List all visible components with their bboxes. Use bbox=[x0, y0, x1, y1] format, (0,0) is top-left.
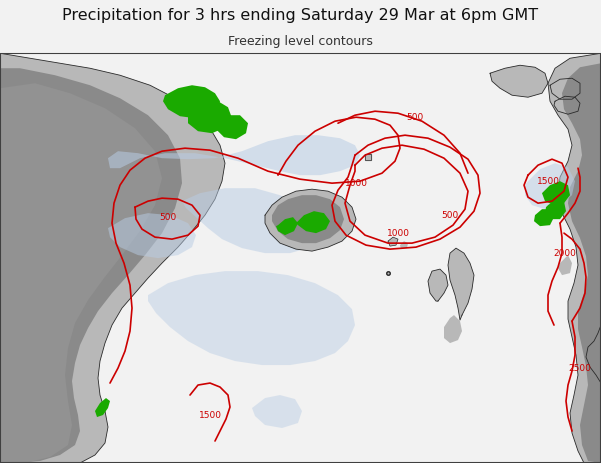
Polygon shape bbox=[265, 189, 356, 251]
Polygon shape bbox=[108, 135, 360, 175]
Text: 2000: 2000 bbox=[554, 249, 576, 257]
Polygon shape bbox=[545, 199, 566, 219]
Polygon shape bbox=[400, 241, 408, 249]
Polygon shape bbox=[448, 248, 474, 320]
Text: 1000: 1000 bbox=[344, 179, 367, 188]
Text: Precipitation for 3 hrs ending Saturday 29 Mar at 6pm GMT: Precipitation for 3 hrs ending Saturday … bbox=[63, 8, 538, 24]
Text: 2500: 2500 bbox=[569, 363, 591, 373]
Polygon shape bbox=[562, 63, 601, 463]
Polygon shape bbox=[216, 115, 248, 139]
Polygon shape bbox=[428, 269, 448, 301]
Polygon shape bbox=[276, 217, 298, 235]
Polygon shape bbox=[182, 188, 320, 253]
Polygon shape bbox=[0, 68, 182, 463]
Polygon shape bbox=[542, 181, 570, 205]
Polygon shape bbox=[188, 101, 232, 133]
Polygon shape bbox=[272, 195, 344, 243]
Text: 1500: 1500 bbox=[198, 411, 222, 419]
Text: Freezing level contours: Freezing level contours bbox=[228, 35, 373, 48]
Text: 500: 500 bbox=[406, 113, 424, 122]
Polygon shape bbox=[296, 211, 330, 233]
Text: 1500: 1500 bbox=[537, 177, 560, 186]
Polygon shape bbox=[163, 85, 220, 118]
Polygon shape bbox=[554, 96, 580, 114]
Polygon shape bbox=[490, 65, 548, 97]
Text: 500: 500 bbox=[441, 211, 459, 219]
Text: 500: 500 bbox=[159, 213, 177, 222]
Polygon shape bbox=[252, 395, 302, 428]
Polygon shape bbox=[95, 398, 110, 417]
Polygon shape bbox=[0, 83, 162, 463]
Polygon shape bbox=[108, 213, 196, 258]
Polygon shape bbox=[525, 163, 575, 209]
Polygon shape bbox=[0, 53, 225, 463]
Polygon shape bbox=[550, 78, 580, 99]
Polygon shape bbox=[558, 255, 572, 275]
Polygon shape bbox=[444, 315, 462, 343]
Polygon shape bbox=[534, 209, 554, 226]
Polygon shape bbox=[388, 237, 398, 246]
Polygon shape bbox=[148, 271, 355, 365]
Polygon shape bbox=[548, 53, 601, 463]
Text: 1000: 1000 bbox=[386, 229, 409, 238]
